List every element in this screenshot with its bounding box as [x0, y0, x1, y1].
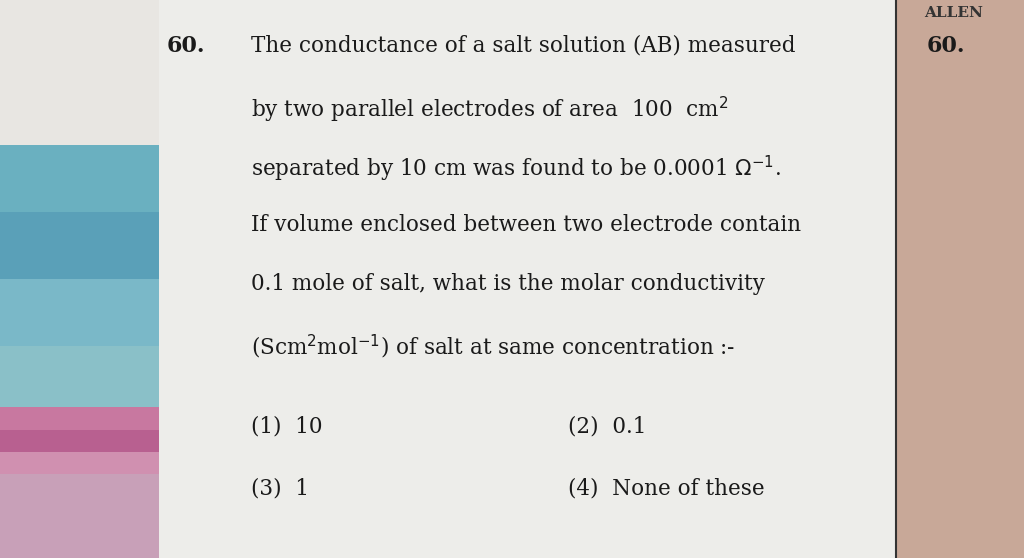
- Bar: [896, 0, 1024, 558]
- Text: (4)  None of these: (4) None of these: [568, 478, 765, 500]
- Text: (1)  10: (1) 10: [251, 415, 323, 437]
- Text: ALLEN: ALLEN: [925, 6, 983, 20]
- Bar: [0, 279, 159, 357]
- Text: (3)  1: (3) 1: [251, 478, 309, 500]
- Text: (Scm$^{2}$mol$^{-1}$) of salt at same concentration :-: (Scm$^{2}$mol$^{-1}$) of salt at same co…: [251, 333, 735, 362]
- Text: 60.: 60.: [167, 35, 206, 56]
- Bar: [0, 212, 159, 290]
- Bar: [0, 145, 159, 223]
- Bar: [0, 407, 159, 491]
- Bar: [0, 346, 159, 424]
- Text: 60.: 60.: [927, 35, 966, 56]
- Text: The conductance of a salt solution (AB) measured: The conductance of a salt solution (AB) …: [251, 35, 796, 56]
- Text: by two parallel electrodes of area  100  cm$^{2}$: by two parallel electrodes of area 100 c…: [251, 94, 728, 124]
- Bar: [159, 0, 993, 558]
- Text: separated by 10 cm was found to be 0.0001 $\Omega^{-1}$.: separated by 10 cm was found to be 0.000…: [251, 154, 780, 184]
- Bar: [0, 452, 159, 536]
- Bar: [0, 430, 159, 513]
- Text: If volume enclosed between two electrode contain: If volume enclosed between two electrode…: [251, 214, 801, 235]
- Bar: [0, 413, 159, 491]
- Bar: [0, 474, 159, 558]
- Text: (2)  0.1: (2) 0.1: [568, 415, 647, 437]
- Text: 0.1 mole of salt, what is the molar conductivity: 0.1 mole of salt, what is the molar cond…: [251, 273, 765, 295]
